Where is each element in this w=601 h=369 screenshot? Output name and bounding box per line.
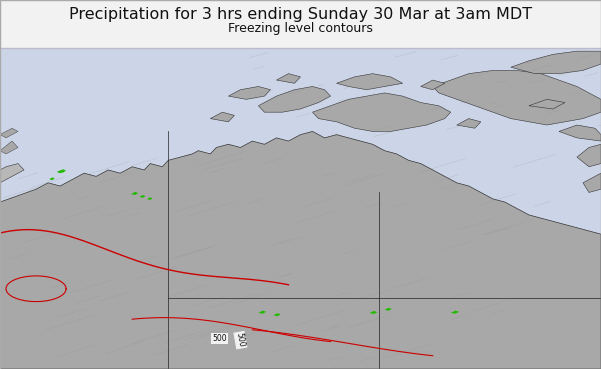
Polygon shape [451,311,459,314]
Polygon shape [0,131,601,369]
Polygon shape [337,74,403,90]
Polygon shape [49,177,55,180]
Polygon shape [131,192,138,195]
Polygon shape [0,128,18,138]
Polygon shape [139,195,145,198]
Polygon shape [313,93,451,131]
Polygon shape [529,99,565,109]
Text: Precipitation for 3 hrs ending Sunday 30 Mar at 3am MDT: Precipitation for 3 hrs ending Sunday 30… [69,7,532,21]
Text: 500: 500 [212,334,227,343]
Polygon shape [0,163,24,183]
Polygon shape [577,144,601,167]
Polygon shape [147,197,153,200]
Polygon shape [228,86,270,99]
Text: Freezing level contours: Freezing level contours [228,22,373,35]
Bar [0,48,601,369]
Polygon shape [0,141,18,154]
Polygon shape [210,112,234,122]
Polygon shape [258,311,266,314]
Polygon shape [583,173,601,193]
Polygon shape [559,125,601,141]
Text: 500: 500 [235,332,246,348]
Polygon shape [421,80,445,90]
Polygon shape [258,86,331,112]
Polygon shape [273,313,281,316]
Polygon shape [57,169,66,173]
Polygon shape [385,308,392,311]
Bar [0,0,601,48]
Polygon shape [457,118,481,128]
Polygon shape [370,311,377,314]
Polygon shape [511,51,601,74]
Polygon shape [433,70,601,125]
Polygon shape [276,74,300,83]
